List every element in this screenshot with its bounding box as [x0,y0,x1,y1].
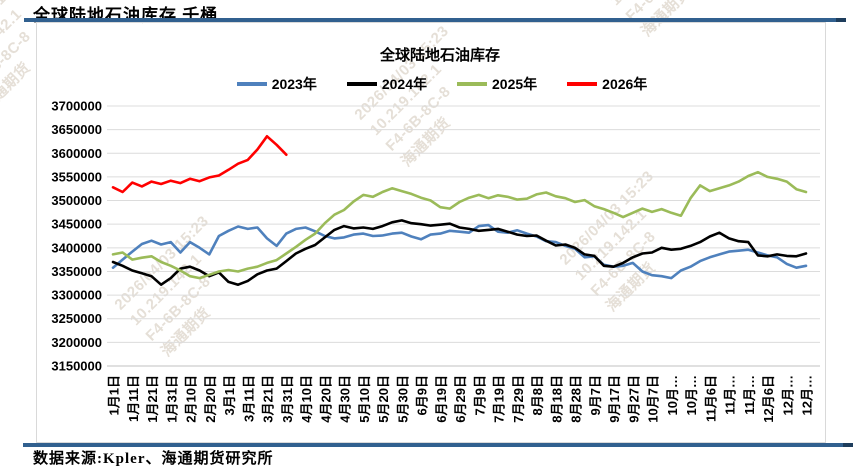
legend-label: 2024年 [381,76,427,92]
y-tick-label: 3550000 [51,169,102,184]
y-tick-label: 3150000 [51,359,102,374]
series-line-2026 [111,135,288,194]
legend-label: 2026年 [602,76,648,92]
legend-label: 2023年 [271,76,317,92]
legend-item-2025: 2025年 [457,74,537,94]
x-tick-label: 9月7日 [588,375,603,415]
x-tick-label: 3月1日 [222,375,237,415]
legend-swatch [457,82,487,86]
series-line-2024 [111,219,808,287]
footer-divider-cap [843,443,853,447]
x-tick-label: 5月20日 [376,375,391,423]
x-tick-label: 4月30日 [338,375,353,423]
footer-divider [23,443,843,447]
x-tick-label: 1月1日 [107,375,122,415]
x-tick-label: 10月… [665,375,680,415]
legend-label: 2025年 [492,76,538,92]
x-tick-label: 7月19日 [492,375,507,423]
chart-title: 全球陆地石油库存 [379,47,500,64]
x-tick-label: 2月10日 [184,375,199,423]
x-tick-label: 9月17日 [607,375,622,423]
y-tick-label: 3650000 [51,122,102,137]
legend-item-2026: 2026年 [567,74,647,94]
x-tick-label: 5月10日 [357,375,372,423]
x-tick-label: 11月6日 [703,375,718,422]
x-tick-label: 3月21日 [261,375,276,423]
y-tick-label: 3200000 [51,335,102,350]
x-tick-label: 6月29日 [453,375,468,423]
x-tick-label: 10月… [684,375,699,415]
x-tick-label: 9月27日 [626,375,641,423]
header-divider [24,18,836,22]
legend-swatch [346,82,377,86]
y-tick-label: 3300000 [51,288,102,303]
y-tick-label: 3600000 [51,146,102,161]
x-tick-label: 10月7日 [646,375,661,423]
x-tick-label: 11月… [723,375,738,415]
y-tick-label: 3700000 [51,99,102,114]
x-tick-label: 8月8日 [530,375,545,415]
legend-swatch [567,82,598,86]
x-tick-label: 11月… [742,375,757,415]
x-tick-label: 6月9日 [415,375,430,415]
x-tick-label: 3月31日 [280,375,295,423]
data-source-note: 数据来源:Kpler、海通期货研究所 [33,451,274,467]
x-tick-label: 6月19日 [434,375,449,423]
x-tick-label: 1月21日 [145,375,160,423]
x-tick-label: 12月… [780,375,795,415]
x-tick-label: 4月20日 [318,375,333,423]
x-tick-label: 5月30日 [395,375,410,423]
legend-item-2024: 2024年 [346,74,427,94]
series-line-2023 [111,223,808,280]
header-divider-cap [836,18,846,22]
legend-swatch [236,82,267,86]
legend-item-2023: 2023年 [236,74,317,94]
y-tick-label: 3500000 [51,193,102,208]
x-tick-label: 4月10日 [299,375,314,423]
x-tick-label: 12月… [800,375,815,415]
chart-frame [36,22,826,443]
x-tick-label: 12月6日 [761,375,776,423]
x-tick-label: 8月18日 [549,375,564,423]
y-tick-label: 3400000 [51,240,102,255]
series-line-2025 [111,170,808,280]
x-tick-label: 1月11日 [126,375,141,422]
y-tick-label: 3350000 [51,264,102,279]
x-tick-label: 8月28日 [569,375,584,423]
y-tick-label: 3450000 [51,217,102,232]
x-tick-label: 2月20日 [203,375,218,423]
chart-legend: 2023年 2024年 2025年 2026年 [0,74,853,94]
x-tick-label: 7月9日 [472,375,487,415]
x-tick-label: 1月31日 [164,375,179,423]
y-tick-label: 3250000 [51,311,102,326]
x-tick-label: 7月29日 [511,375,526,423]
x-tick-label: 3月11日 [241,375,256,422]
